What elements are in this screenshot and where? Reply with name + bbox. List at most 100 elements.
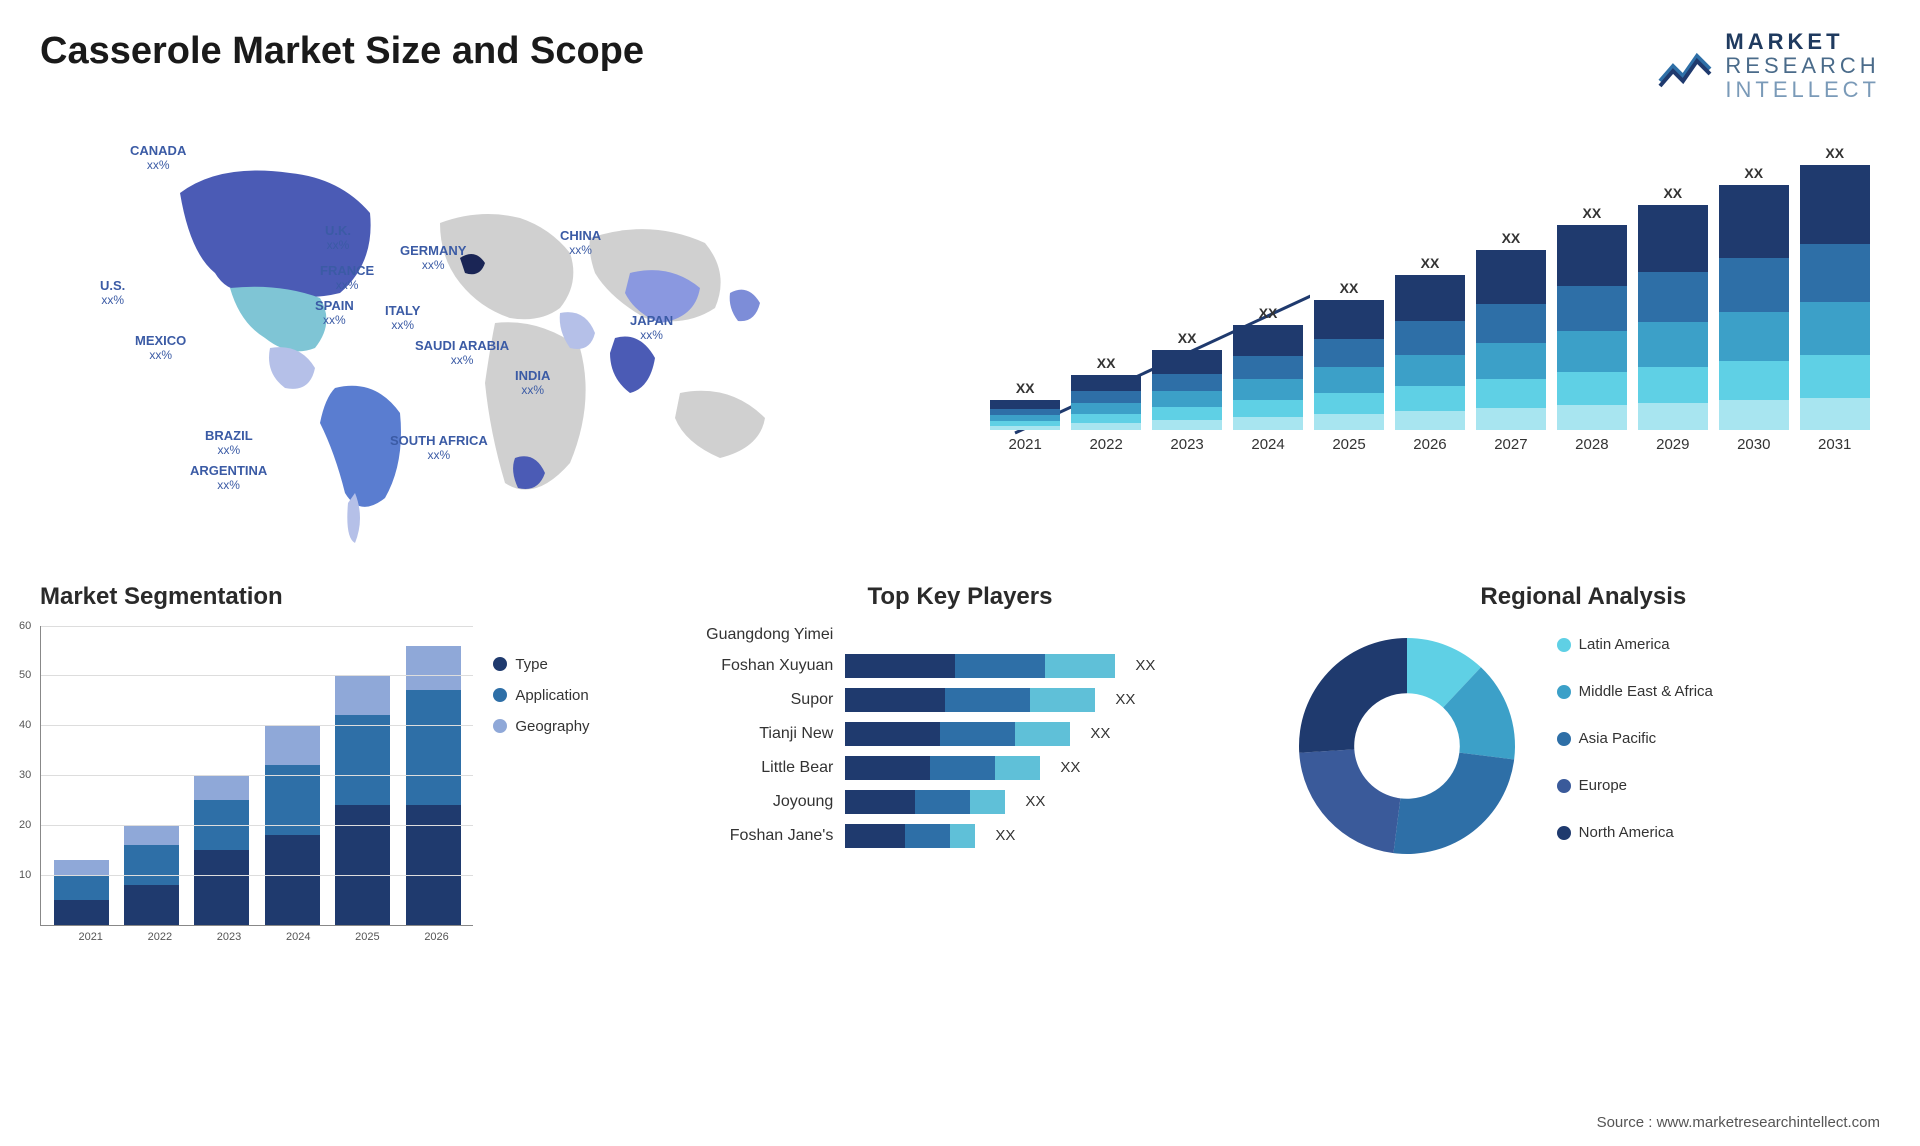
seg-seg bbox=[124, 845, 179, 885]
growth-seg bbox=[1395, 275, 1465, 322]
player-name: Tianji New bbox=[663, 725, 833, 743]
growth-seg bbox=[1233, 400, 1303, 417]
map-label-spain: SPAINxx% bbox=[315, 298, 354, 328]
player-bar bbox=[845, 688, 1095, 712]
seg-legend-item: Application bbox=[493, 687, 633, 704]
growth-year-label: 2028 bbox=[1575, 436, 1608, 453]
growth-year-label: 2023 bbox=[1170, 436, 1203, 453]
map-label-japan: JAPANxx% bbox=[630, 313, 673, 343]
growth-seg bbox=[1071, 423, 1141, 430]
seg-seg bbox=[54, 860, 109, 875]
source-text: Source : www.marketresearchintellect.com bbox=[1597, 1114, 1880, 1131]
legend-label: Geography bbox=[515, 718, 589, 735]
page-title: Casserole Market Size and Scope bbox=[40, 30, 644, 73]
growth-value-label: XX bbox=[1825, 145, 1844, 161]
growth-value-label: XX bbox=[1340, 280, 1359, 296]
growth-col-2022: XX2022 bbox=[1071, 355, 1141, 453]
regional-title: Regional Analysis bbox=[1287, 583, 1880, 611]
growth-seg bbox=[1152, 407, 1222, 420]
player-seg bbox=[845, 688, 945, 712]
regional-section: Regional Analysis Latin AmericaMiddle Ea… bbox=[1287, 583, 1880, 963]
player-name: Little Bear bbox=[663, 759, 833, 777]
player-seg bbox=[995, 756, 1040, 780]
growth-value-label: XX bbox=[1178, 330, 1197, 346]
growth-value-label: XX bbox=[1583, 205, 1602, 221]
growth-bar bbox=[1719, 185, 1789, 430]
growth-year-label: 2027 bbox=[1494, 436, 1527, 453]
growth-seg bbox=[1557, 405, 1627, 430]
growth-bar bbox=[1233, 325, 1303, 430]
seg-seg bbox=[335, 805, 390, 925]
player-seg bbox=[845, 790, 915, 814]
growth-value-label: XX bbox=[1502, 230, 1521, 246]
regional-donut bbox=[1287, 626, 1527, 866]
seg-gridline bbox=[41, 875, 473, 876]
top-row: CANADAxx%U.S.xx%MEXICOxx%BRAZILxx%ARGENT… bbox=[40, 123, 1880, 553]
player-row: Foshan Jane'sXX bbox=[663, 824, 1256, 848]
growth-seg bbox=[1800, 244, 1870, 302]
growth-seg bbox=[1719, 185, 1789, 259]
seg-seg bbox=[54, 900, 109, 925]
seg-ylabel: 50 bbox=[19, 669, 31, 681]
growth-seg bbox=[1476, 343, 1546, 379]
player-name: Joyoung bbox=[663, 793, 833, 811]
growth-seg bbox=[1476, 304, 1546, 344]
map-label-us: U.S.xx% bbox=[100, 278, 125, 308]
player-value: XX bbox=[1025, 793, 1045, 810]
logo-line2: RESEARCH bbox=[1725, 54, 1880, 78]
legend-label: Application bbox=[515, 687, 588, 704]
growth-col-2025: XX 2025 bbox=[1314, 280, 1384, 453]
growth-bar bbox=[1152, 350, 1222, 430]
legend-label: Europe bbox=[1579, 777, 1627, 794]
growth-bar bbox=[1395, 275, 1465, 430]
growth-seg bbox=[1233, 417, 1303, 430]
growth-seg bbox=[1557, 372, 1627, 405]
player-row: Tianji NewXX bbox=[663, 722, 1256, 746]
seg-seg bbox=[406, 805, 461, 925]
growth-year-label: 2030 bbox=[1737, 436, 1770, 453]
player-seg bbox=[1045, 654, 1115, 678]
segmentation-title: Market Segmentation bbox=[40, 583, 633, 611]
seg-xlabel: 2021 bbox=[63, 931, 119, 943]
segmentation-chart: 102030405060202120222023202420252026 bbox=[40, 626, 473, 926]
legend-dot bbox=[493, 719, 507, 733]
logo-line1: MARKET bbox=[1725, 30, 1880, 54]
growth-year-label: 2024 bbox=[1251, 436, 1284, 453]
growth-value-label: XX bbox=[1663, 185, 1682, 201]
growth-seg bbox=[1719, 361, 1789, 400]
regional-legend-item: North America bbox=[1557, 824, 1713, 841]
seg-ylabel: 20 bbox=[19, 819, 31, 831]
player-seg bbox=[1030, 688, 1095, 712]
player-seg bbox=[945, 688, 1030, 712]
player-row: SuporXX bbox=[663, 688, 1256, 712]
seg-seg bbox=[194, 775, 249, 800]
regional-legend: Latin AmericaMiddle East & AfricaAsia Pa… bbox=[1557, 636, 1713, 855]
growth-seg bbox=[1638, 403, 1708, 430]
growth-seg bbox=[1800, 302, 1870, 355]
growth-seg bbox=[1800, 355, 1870, 397]
player-seg bbox=[845, 756, 930, 780]
growth-seg bbox=[1314, 300, 1384, 339]
seg-seg bbox=[335, 675, 390, 715]
growth-year-label: 2025 bbox=[1332, 436, 1365, 453]
map-label-china: CHINAxx% bbox=[560, 228, 601, 258]
key-players-title: Top Key Players bbox=[663, 583, 1256, 611]
growth-bar bbox=[1557, 225, 1627, 430]
regional-legend-item: Asia Pacific bbox=[1557, 730, 1713, 747]
growth-col-2031: XX2031 bbox=[1800, 145, 1870, 453]
player-name: Supor bbox=[663, 691, 833, 709]
seg-gridline bbox=[41, 725, 473, 726]
regional-legend-item: Europe bbox=[1557, 777, 1713, 794]
growth-seg bbox=[1476, 408, 1546, 430]
growth-chart: XX2021XX2022XX2023XX2024XX2025XX2026XX20… bbox=[980, 123, 1880, 553]
seg-seg bbox=[265, 835, 320, 925]
legend-dot bbox=[1557, 638, 1571, 652]
donut-seg-asiapacific bbox=[1393, 752, 1514, 853]
map-label-germany: GERMANYxx% bbox=[400, 243, 466, 273]
growth-value-label: XX bbox=[1744, 165, 1763, 181]
growth-value-label: XX bbox=[1097, 355, 1116, 371]
logo-text: MARKET RESEARCH INTELLECT bbox=[1725, 30, 1880, 103]
growth-seg bbox=[1395, 386, 1465, 411]
player-bar bbox=[845, 654, 1115, 678]
player-seg bbox=[955, 654, 1045, 678]
